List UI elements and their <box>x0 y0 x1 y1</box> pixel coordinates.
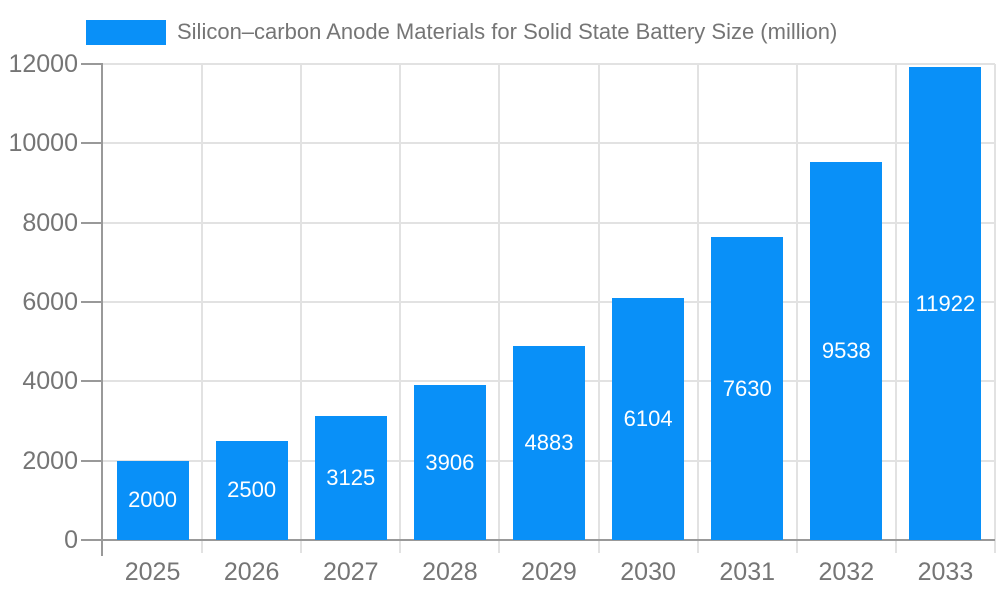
y-tick <box>81 301 103 303</box>
legend-swatch <box>86 19 166 45</box>
bar[interactable]: 2500 <box>215 440 288 540</box>
x-axis-label: 2026 <box>223 558 280 586</box>
x-axis-label: 2028 <box>422 558 478 586</box>
y-axis-label: 2000 <box>22 446 78 475</box>
bar[interactable]: 2000 <box>116 460 189 540</box>
v-gridline <box>300 64 303 553</box>
bar[interactable]: 7630 <box>711 237 784 540</box>
y-tick <box>81 142 103 145</box>
y-axis-label: 0 <box>64 526 78 554</box>
y-axis-label: 4000 <box>22 367 78 396</box>
bar-value-label: 2000 <box>128 487 178 513</box>
bar-value-label: 11922 <box>915 290 976 316</box>
h-gridline <box>103 301 995 303</box>
v-gridline <box>894 64 897 553</box>
bar-value-label: 3906 <box>425 449 475 475</box>
bar-value-label: 4883 <box>524 430 574 456</box>
bar-value-label: 9538 <box>821 337 871 363</box>
v-gridline <box>399 64 402 553</box>
x-axis-label: 2033 <box>917 558 974 586</box>
legend-label: Silicon–carbon Anode Materials for Solid… <box>177 19 838 44</box>
y-tick <box>81 221 103 224</box>
h-gridline <box>103 142 995 145</box>
v-gridline <box>696 64 699 553</box>
y-axis-label: 12000 <box>8 50 78 78</box>
bar[interactable]: 6104 <box>612 297 685 540</box>
bar-value-label: 6104 <box>623 405 673 431</box>
v-gridline <box>795 64 798 553</box>
x-axis-label: 2030 <box>620 558 676 586</box>
y-axis-label: 6000 <box>22 288 78 316</box>
x-axis-label: 2029 <box>521 558 577 586</box>
y-axis-label: 10000 <box>8 129 78 158</box>
x-axis-line <box>101 539 995 541</box>
y-tick <box>81 380 103 383</box>
v-gridline <box>597 64 600 553</box>
bar[interactable]: 3125 <box>314 416 387 540</box>
bar-value-label: 3125 <box>326 465 376 490</box>
x-axis-label: 2032 <box>818 558 875 586</box>
y-tick <box>81 459 103 462</box>
legend[interactable]: Silicon–carbon Anode Materials for Solid… <box>86 19 837 45</box>
y-tick <box>81 63 103 65</box>
x-axis-label: 2025 <box>124 558 181 586</box>
y-axis-line <box>101 63 103 556</box>
h-gridline <box>103 221 995 224</box>
v-gridline <box>498 64 501 553</box>
bar[interactable]: 4883 <box>513 346 585 540</box>
bar[interactable]: 11922 <box>909 67 982 540</box>
bar[interactable]: 9538 <box>810 161 883 540</box>
x-axis-label: 2027 <box>322 558 379 586</box>
bar-value-label: 2500 <box>227 477 277 503</box>
bar[interactable]: 3906 <box>413 385 486 540</box>
h-gridline <box>103 63 995 65</box>
y-tick <box>81 539 103 541</box>
x-axis-label: 2031 <box>719 558 776 586</box>
v-gridline <box>994 64 996 553</box>
y-axis-label: 8000 <box>22 208 78 237</box>
v-gridline <box>201 64 204 553</box>
bar-value-label: 7630 <box>722 375 772 401</box>
